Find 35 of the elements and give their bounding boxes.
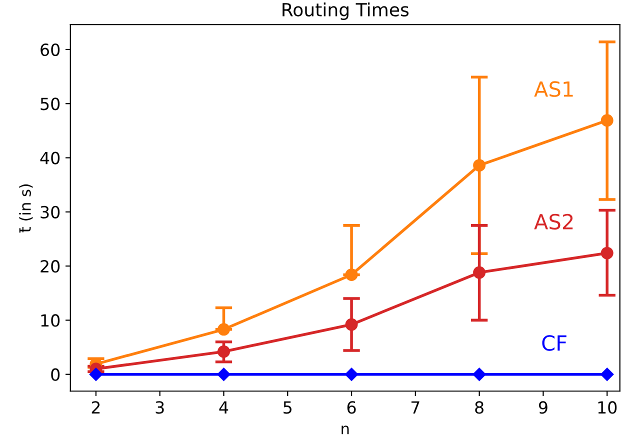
point [217, 345, 230, 358]
y-tick-label: 10 [41, 314, 60, 327]
point [89, 368, 103, 381]
point [217, 368, 230, 381]
point [344, 368, 358, 381]
point [473, 266, 486, 279]
x-tick-label: 6 [347, 401, 356, 414]
point [472, 368, 486, 381]
point [600, 368, 614, 381]
y-tick-label: 0 [51, 368, 60, 381]
point [345, 318, 358, 331]
y-tick-label: 30 [40, 206, 60, 218]
chart-title: Routing Times [282, 2, 409, 20]
x-tick-label: 5 [284, 401, 292, 414]
x-tick-label: 8 [475, 401, 484, 414]
x-tick-label: 3 [156, 401, 164, 414]
x-tick-label: 9 [538, 401, 548, 414]
point [473, 159, 486, 172]
point [600, 114, 614, 127]
point [600, 246, 614, 260]
y-tick-label: 60 [40, 43, 60, 56]
point [345, 268, 358, 281]
x-tick-label: 10 [598, 401, 617, 414]
point [217, 323, 230, 336]
y-tick-label: 20 [40, 260, 60, 273]
y-tick-label: 50 [40, 98, 60, 110]
x-tick-label: 2 [92, 401, 100, 414]
x-axis-title: n [342, 426, 349, 434]
x-tick-label: 7 [411, 401, 420, 414]
x-tick-label: 4 [219, 401, 228, 414]
y-axis-title: t̄ (in s) [19, 184, 33, 233]
series-label: AS1 [534, 81, 573, 97]
series-label: AS2 [534, 214, 573, 230]
y-tick-label: 40 [40, 152, 60, 164]
series-label: CF [542, 335, 566, 351]
